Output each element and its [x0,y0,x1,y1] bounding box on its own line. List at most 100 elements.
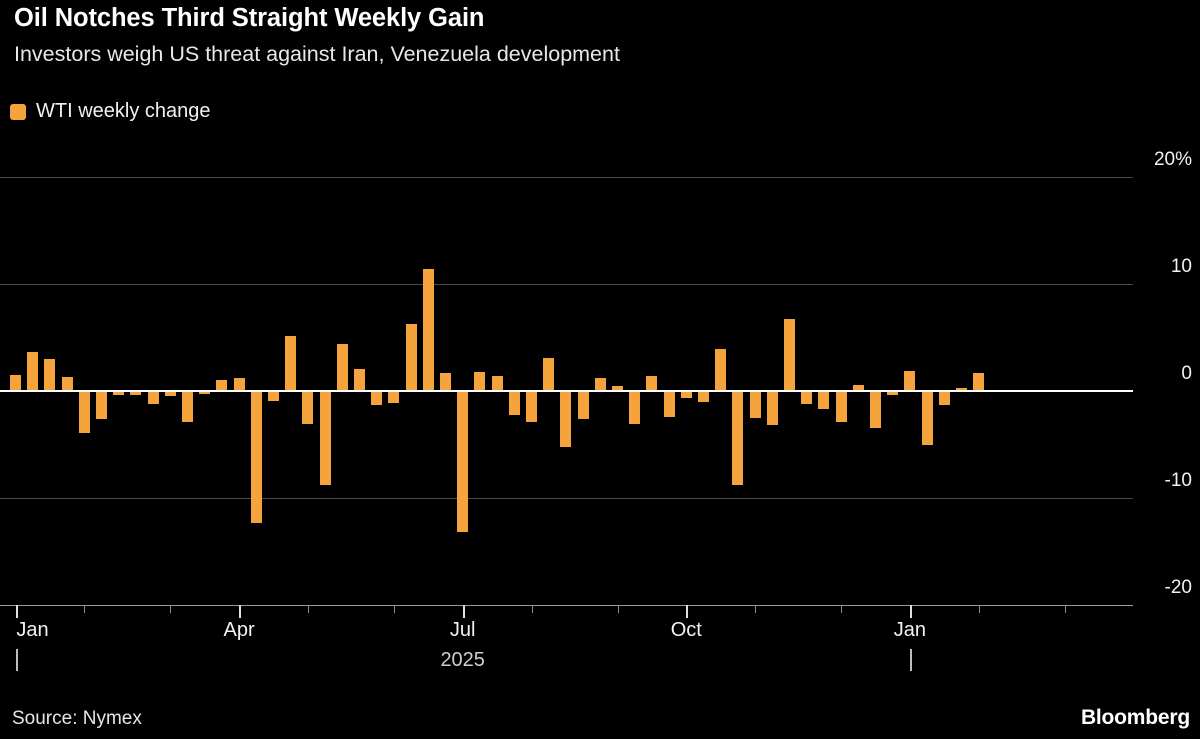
x-axis-minor-tick [531,605,533,613]
y-axis-tick-label: 10 [1170,256,1192,277]
bar [147,391,159,404]
bar [612,385,623,391]
bar [835,391,847,423]
x-axis-year-label: 2025 [440,649,485,671]
bar [680,391,692,399]
bar [199,391,211,395]
bar [663,391,675,417]
x-axis: Jan Apr Jul Oct Jan 2025 [0,605,1200,685]
x-axis-major-tick [686,605,689,618]
bar [61,377,73,391]
source-note: Source: Nymex [12,708,142,729]
y-axis-tick-label: 20% [1153,149,1192,170]
bar [250,391,262,523]
bar [646,376,658,391]
y-axis-tick-label: -20 [1164,577,1192,598]
bar [887,391,899,396]
x-axis-minor-tick [84,605,86,613]
bar [870,391,881,429]
bar [405,323,417,391]
x-axis-tick-label: Jul [449,619,476,641]
bar [474,371,486,391]
bar [440,372,451,391]
x-axis-tick-label: Jan [893,619,927,641]
bar [302,391,314,425]
gridline-20 [0,177,1133,178]
bar [457,391,469,533]
axis-line-bottom [0,605,1133,606]
x-axis-tick-label: Oct [670,619,702,641]
x-axis-year-tick [909,649,912,671]
bar [749,391,761,418]
chart-legend: WTI weekly change [10,100,211,123]
bar [319,391,331,486]
bar [78,391,90,433]
bar [904,370,916,391]
bar [629,391,641,425]
bar [27,352,39,391]
bar [973,372,985,391]
bar [388,391,400,403]
bar [216,380,228,391]
bar [921,391,933,445]
plot-area [0,150,1133,606]
y-axis-tick-label: -10 [1164,470,1192,491]
bar [233,378,245,391]
bar [560,391,572,447]
bar [10,374,21,391]
bar [938,391,950,405]
bar [543,357,555,391]
bar [268,391,279,401]
bar [336,343,348,391]
bar [371,391,383,405]
bar [698,391,709,402]
bar [766,391,778,426]
bar [44,358,56,391]
bar [182,391,193,423]
bar [715,349,727,391]
bar [422,269,434,391]
legend-item-label: WTI weekly change [36,100,211,122]
bar [354,368,365,391]
gridline-10 [0,284,1133,285]
page-title: Oil Notches Third Straight Weekly Gain [14,4,485,32]
bar [491,376,503,391]
bar [956,387,967,391]
gridline--10 [0,498,1133,499]
x-axis-minor-tick [841,605,843,613]
x-axis-minor-tick [755,605,757,613]
brand-logo: Bloomberg [1080,706,1190,729]
bar [96,391,107,419]
x-axis-minor-tick [170,605,172,613]
legend-swatch-icon [10,103,26,120]
bar [801,391,813,404]
x-axis-major-tick [15,605,18,618]
bar [594,378,606,391]
bar [852,384,864,391]
x-axis-minor-tick [307,605,309,613]
bar [130,391,142,396]
bar [508,391,520,415]
bar [732,391,744,486]
bar [113,391,125,396]
x-axis-tick-label: Jan [16,619,49,641]
x-axis-minor-tick [1064,605,1066,613]
bar [784,319,795,391]
bar [577,391,589,419]
x-axis-major-tick [239,605,242,618]
bar [285,336,297,391]
x-axis-major-tick [462,605,465,618]
bar [818,391,830,410]
x-axis-year-tick [15,649,18,671]
x-axis-minor-tick [393,605,395,613]
bar [526,391,537,423]
zero-line [0,390,1133,392]
x-axis-tick-label: Apr [223,619,255,641]
x-axis-minor-tick [978,605,980,613]
y-axis-tick-label: 0 [1181,363,1192,384]
bar [164,391,176,397]
x-axis-minor-tick [617,605,619,613]
page-subtitle: Investors weigh US threat against Iran, … [14,42,620,66]
x-axis-major-tick [909,605,912,618]
